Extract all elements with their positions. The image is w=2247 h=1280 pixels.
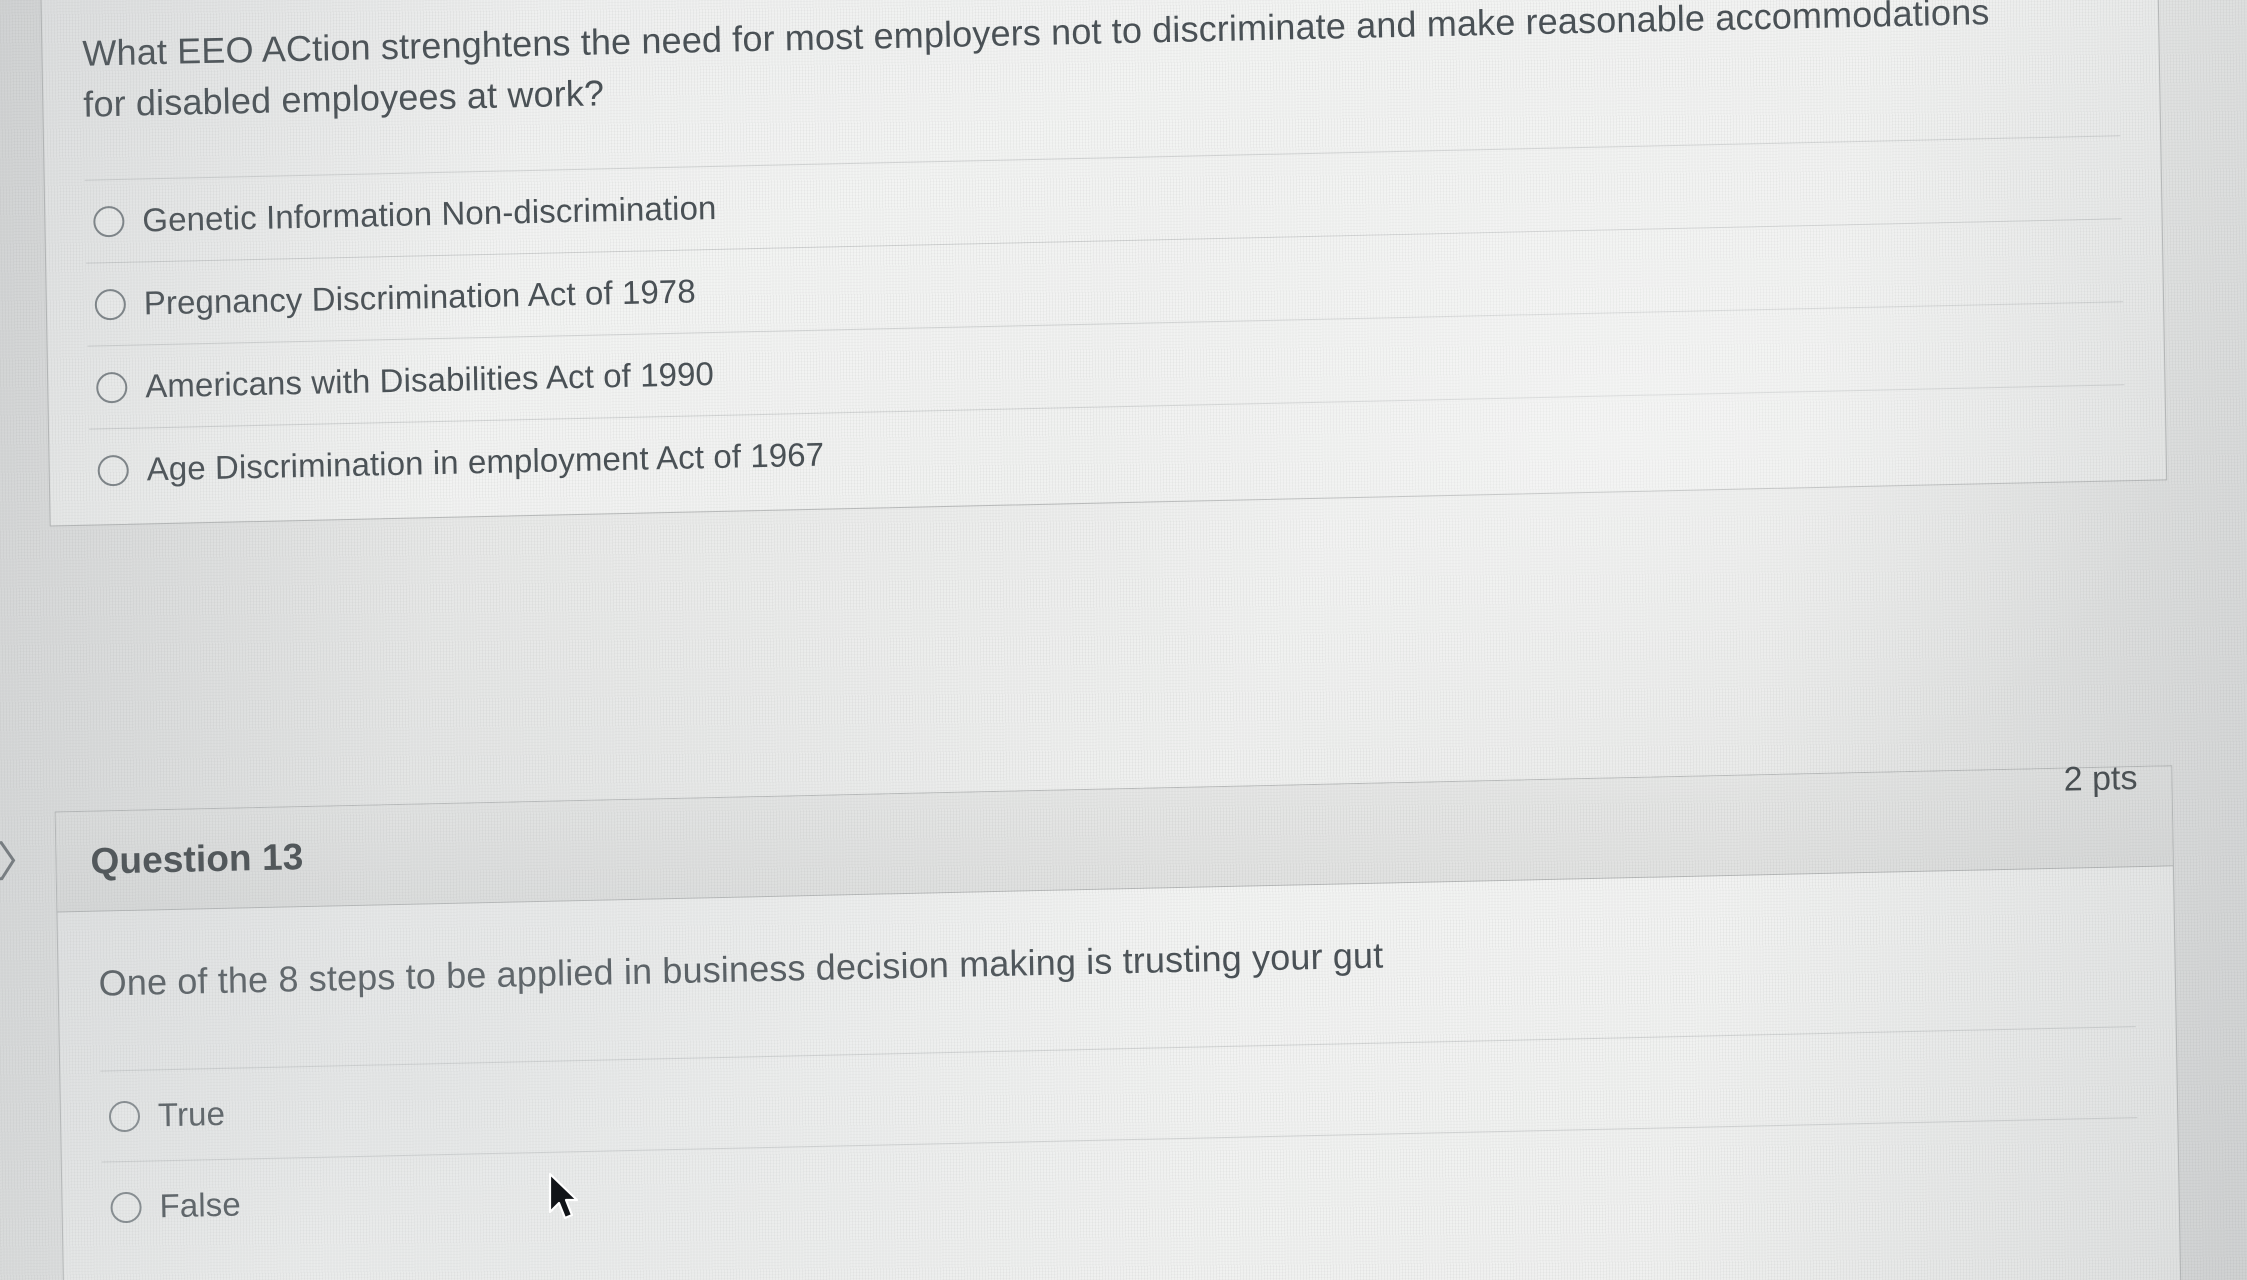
answer-options-list: Genetic Information Non-discrimination P… — [84, 135, 2126, 512]
question-prompt: What EEO ACtion strenghtens the need for… — [82, 0, 1990, 125]
answer-option-label: Genetic Information Non-discrimination — [142, 189, 717, 239]
question-title: Question 13 — [90, 835, 304, 882]
answer-option-label: False — [159, 1185, 242, 1225]
question-flag-icon[interactable] — [0, 832, 18, 889]
question-body: What EEO ACtion strenghtens the need for… — [41, 0, 2166, 513]
radio-button-icon[interactable] — [96, 371, 128, 404]
question-points: 2 pts — [2063, 759, 2138, 799]
radio-button-icon[interactable] — [108, 1100, 141, 1132]
radio-button-icon[interactable] — [93, 205, 125, 238]
question-prompt: One of the 8 steps to be applied in busi… — [98, 934, 1384, 1004]
answer-option-label: Pregnancy Discrimination Act of 1978 — [143, 272, 697, 322]
answer-options-list: True False — [100, 1026, 2139, 1253]
question-card: Question 13 2 pts One of the 8 steps to … — [54, 759, 2182, 1280]
answer-option-label: True — [157, 1094, 226, 1134]
answer-option-label: Age Discrimination in employment Act of … — [146, 435, 825, 488]
answer-option-label: Americans with Disabilities Act of 1990 — [144, 355, 715, 405]
radio-button-icon[interactable] — [110, 1191, 142, 1223]
radio-button-icon[interactable] — [97, 454, 129, 487]
radio-button-icon[interactable] — [94, 288, 127, 321]
question-card: What EEO ACtion strenghtens the need for… — [40, 0, 2168, 527]
question-body: One of the 8 steps to be applied in busi… — [57, 866, 2178, 1253]
